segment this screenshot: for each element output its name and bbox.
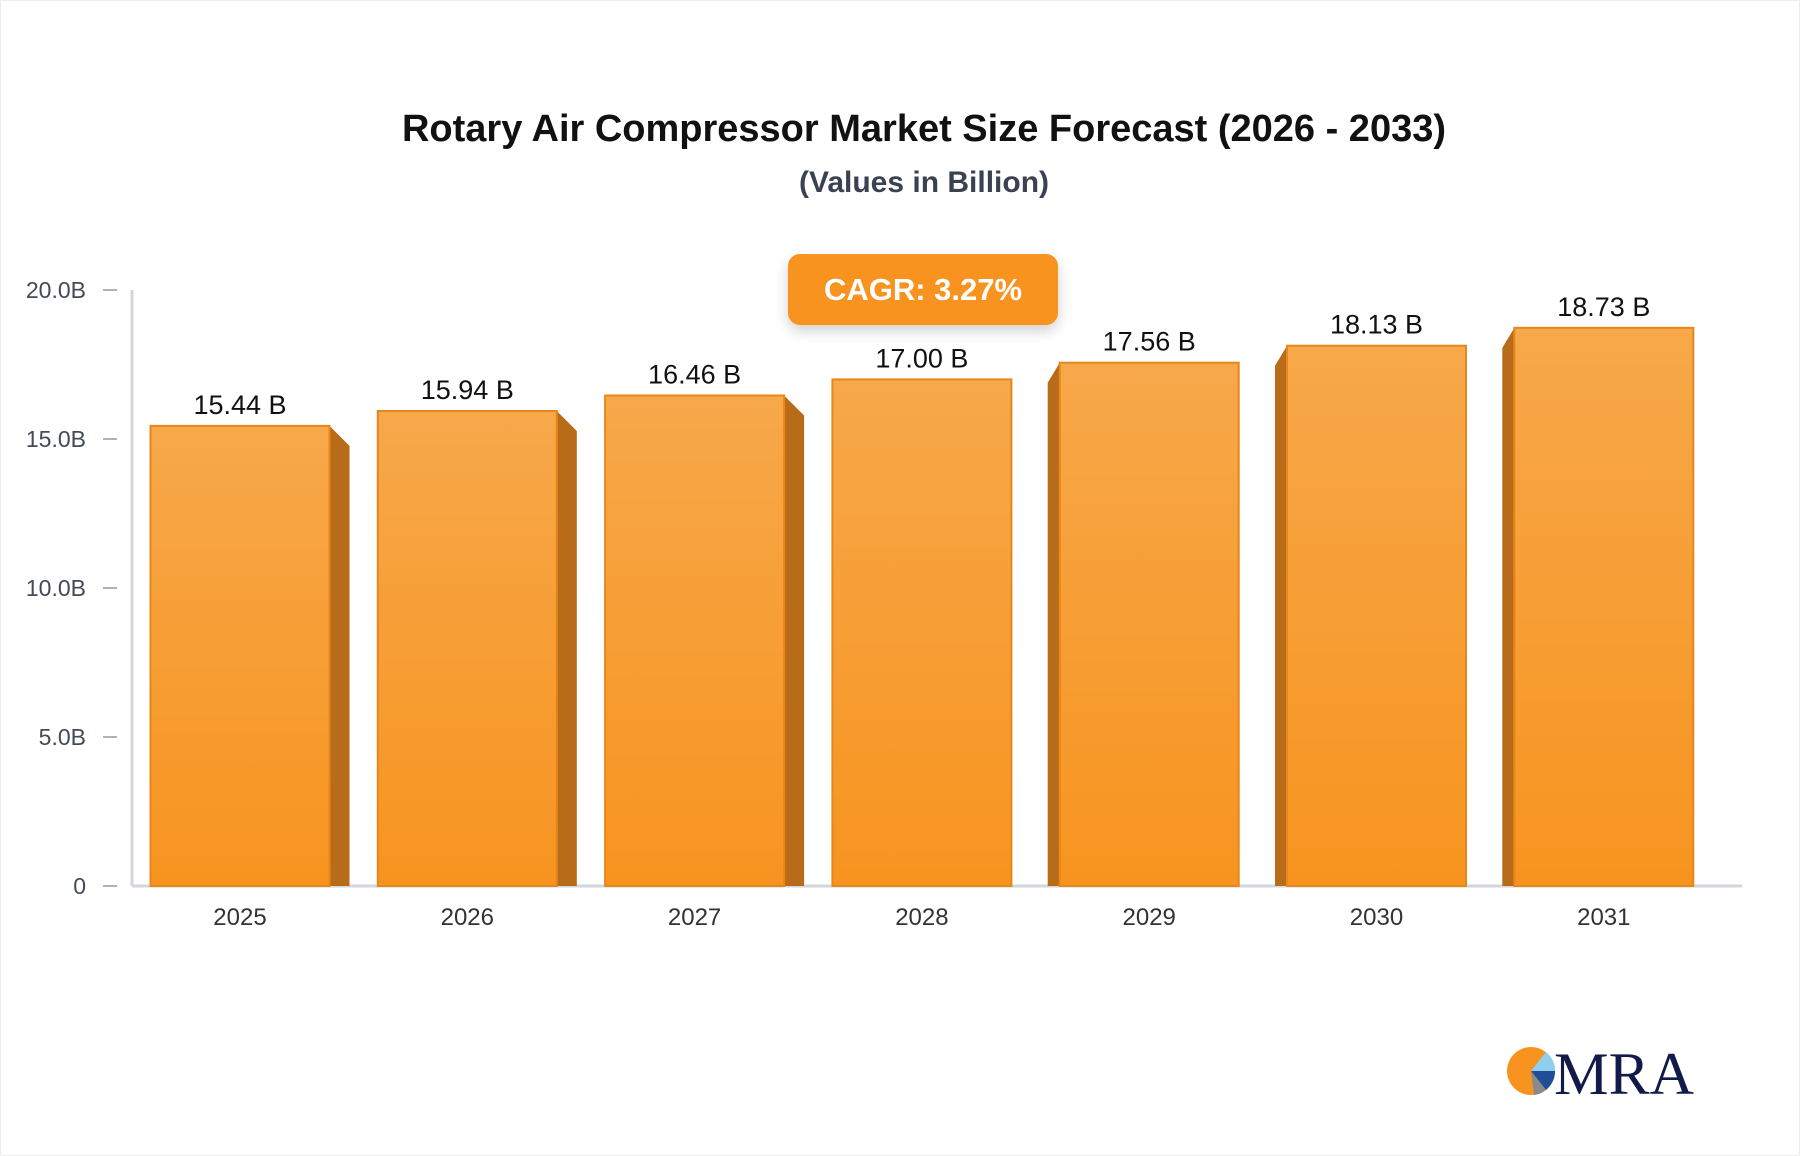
data-label: 15.94 B xyxy=(421,375,514,405)
y-tick-label: 15.0B xyxy=(26,426,86,452)
cagr-badge: CAGR: 3.27% xyxy=(788,254,1058,325)
x-tick-label: 2028 xyxy=(895,904,948,931)
x-tick-label: 2025 xyxy=(213,904,266,931)
bar-side xyxy=(556,410,577,886)
chart-title: Rotary Air Compressor Market Size Foreca… xyxy=(401,108,1447,150)
data-label: 16.46 B xyxy=(648,359,741,389)
x-tick-label: 2029 xyxy=(1123,904,1176,931)
bar xyxy=(1286,344,1467,887)
bar xyxy=(1058,361,1240,888)
svg-text:MRA: MRA xyxy=(1554,1041,1694,1099)
x-tick-label: 2026 xyxy=(441,904,494,931)
bar-side xyxy=(784,395,805,886)
bar xyxy=(831,378,1013,887)
bar xyxy=(1513,326,1695,887)
bar xyxy=(149,424,331,887)
y-tick-label: 20.0B xyxy=(26,277,86,303)
data-label: 18.73 B xyxy=(1557,292,1650,322)
y-tick-label: 5.0B xyxy=(39,724,86,750)
bar xyxy=(376,409,558,887)
chart-subtitle: (Values in Billion) xyxy=(798,166,1050,199)
bar-side xyxy=(1275,345,1287,886)
x-tick-label: 2027 xyxy=(668,904,721,931)
data-label: 18.13 B xyxy=(1330,310,1423,340)
data-label: 15.44 B xyxy=(193,390,286,420)
bar-side xyxy=(1502,327,1515,886)
x-tick-label: 2030 xyxy=(1350,904,1403,931)
data-label: 17.00 B xyxy=(875,343,968,373)
y-tick-label: 10.0B xyxy=(26,575,86,601)
y-tick-label: 0 xyxy=(73,873,86,899)
bar-side xyxy=(1047,362,1060,886)
bar xyxy=(604,394,786,887)
mra-logo: MRA xyxy=(1507,1041,1694,1099)
x-tick-label: 2031 xyxy=(1577,904,1630,931)
bar-side xyxy=(329,425,350,886)
data-label: 17.56 B xyxy=(1103,327,1196,357)
